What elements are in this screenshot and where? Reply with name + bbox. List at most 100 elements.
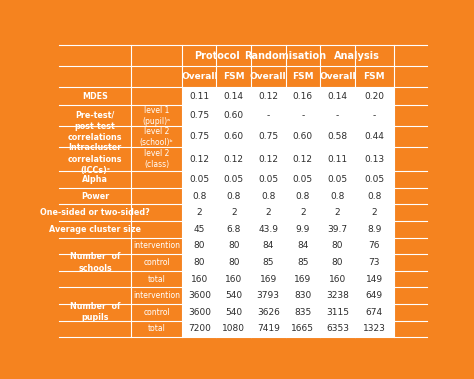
Text: level 2
(class): level 2 (class) — [144, 149, 169, 169]
Bar — [131, 287, 182, 304]
Bar — [217, 321, 251, 337]
Text: 169: 169 — [294, 275, 311, 283]
Bar — [355, 221, 393, 238]
Text: MDES: MDES — [82, 92, 108, 101]
Text: 0.12: 0.12 — [293, 155, 313, 164]
Bar — [217, 221, 251, 238]
Text: 76: 76 — [368, 241, 380, 251]
Bar — [182, 321, 217, 337]
Bar — [59, 126, 131, 147]
Bar — [320, 321, 355, 337]
Bar — [217, 287, 251, 304]
Bar — [285, 147, 320, 171]
Bar — [131, 238, 182, 254]
Bar — [320, 147, 355, 171]
Bar — [320, 126, 355, 147]
Bar — [131, 188, 182, 204]
Text: level 1
(pupil)ᵃ: level 1 (pupil)ᵃ — [143, 106, 171, 126]
Bar — [251, 321, 285, 337]
Text: FSM: FSM — [223, 72, 245, 81]
Bar — [217, 188, 251, 204]
Text: 43.9: 43.9 — [258, 225, 278, 234]
Text: One-sided or two-sided?: One-sided or two-sided? — [40, 208, 150, 217]
Text: 0.05: 0.05 — [224, 175, 244, 184]
Text: Overall: Overall — [250, 72, 287, 81]
Bar — [355, 171, 393, 188]
Text: 149: 149 — [365, 275, 383, 283]
Bar — [320, 66, 355, 87]
Bar — [320, 304, 355, 321]
Text: 80: 80 — [194, 258, 205, 267]
Text: 0.12: 0.12 — [258, 92, 278, 101]
Bar — [217, 304, 251, 321]
Bar — [285, 304, 320, 321]
Text: 0.8: 0.8 — [192, 191, 207, 200]
Text: 160: 160 — [329, 275, 346, 283]
Bar — [131, 147, 182, 171]
Bar — [251, 188, 285, 204]
Text: control: control — [143, 258, 170, 267]
Text: 1665: 1665 — [292, 324, 314, 334]
Bar — [355, 204, 393, 221]
Text: -: - — [301, 111, 304, 120]
Bar — [182, 238, 217, 254]
Bar — [285, 287, 320, 304]
Bar — [355, 271, 393, 287]
Bar — [59, 45, 182, 66]
Bar — [59, 254, 131, 271]
Bar — [251, 45, 320, 66]
Text: 3600: 3600 — [188, 291, 211, 300]
Text: 85: 85 — [297, 258, 309, 267]
Text: control: control — [143, 308, 170, 317]
Text: 0.05: 0.05 — [258, 175, 278, 184]
Text: Power: Power — [81, 191, 109, 200]
Bar — [320, 238, 355, 254]
Bar — [59, 204, 131, 221]
Text: 39.7: 39.7 — [328, 225, 347, 234]
Bar — [355, 321, 393, 337]
Bar — [59, 87, 131, 105]
Bar — [59, 105, 131, 126]
Text: 0.8: 0.8 — [330, 191, 345, 200]
Bar — [251, 287, 285, 304]
Bar — [59, 321, 131, 337]
Text: 540: 540 — [225, 308, 242, 317]
Text: 80: 80 — [228, 241, 239, 251]
Bar — [59, 171, 131, 188]
Bar — [320, 287, 355, 304]
Bar — [59, 105, 131, 147]
Text: 169: 169 — [260, 275, 277, 283]
Bar — [182, 287, 217, 304]
Bar — [285, 105, 320, 126]
Text: Protocol: Protocol — [194, 51, 239, 61]
Text: 160: 160 — [191, 275, 208, 283]
Text: 0.05: 0.05 — [328, 175, 347, 184]
Text: 80: 80 — [332, 258, 343, 267]
Bar — [217, 66, 251, 87]
Bar — [131, 105, 182, 126]
Text: 2: 2 — [335, 208, 340, 217]
Bar — [182, 66, 217, 87]
Text: 2: 2 — [231, 208, 237, 217]
Bar — [59, 287, 131, 304]
Bar — [131, 221, 182, 238]
Bar — [182, 45, 251, 66]
Text: 0.12: 0.12 — [190, 155, 210, 164]
Bar — [355, 188, 393, 204]
Bar — [355, 126, 393, 147]
Bar — [59, 221, 131, 238]
Bar — [285, 221, 320, 238]
Bar — [59, 287, 131, 337]
Bar — [285, 171, 320, 188]
Bar — [217, 126, 251, 147]
Bar — [131, 254, 182, 271]
Bar — [285, 188, 320, 204]
Text: 2: 2 — [300, 208, 306, 217]
Text: 160: 160 — [225, 275, 242, 283]
Text: 73: 73 — [368, 258, 380, 267]
Text: 0.58: 0.58 — [328, 132, 347, 141]
Text: 0.60: 0.60 — [224, 111, 244, 120]
Bar — [355, 66, 393, 87]
Text: FSM: FSM — [292, 72, 314, 81]
Bar — [320, 271, 355, 287]
